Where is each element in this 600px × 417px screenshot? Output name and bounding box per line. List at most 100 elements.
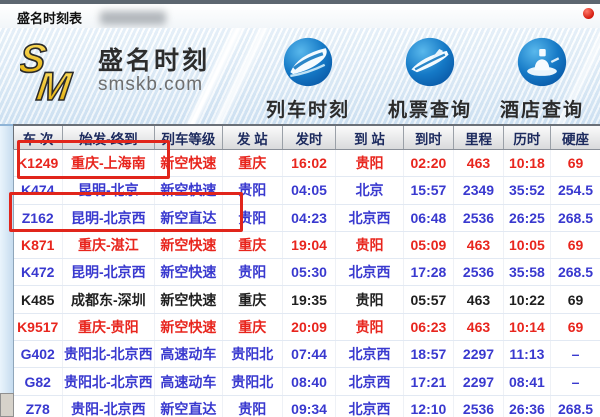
table-row-K472[interactable]: K472 昆明-北京西 新空快速 贵阳 05:30 北京西 17:28 2536 35:58 26… [13,258,600,287]
table-header-row: 车 次始发-终到 列车等级发 站发时到 站到时 里程 历时 硬座 [13,124,600,150]
table-cell: 重庆-湛江 [61,231,155,260]
table-cell: 04:05 [281,176,336,205]
nav-train-times[interactable]: 列车时刻 [252,36,364,122]
table-cell: 新空快速 [153,313,223,342]
table-cell: 贵阳-北京西 [61,395,155,417]
nav-flight-search[interactable]: 机票查询 [374,36,486,122]
table-cell: 10:14 [502,313,551,342]
scrollbar-corner[interactable] [0,393,14,417]
table-cell: 17:28 [402,258,454,287]
table-cell: 06:48 [402,204,454,232]
table-cell: 新空快速 [153,231,223,260]
train-icon [283,37,333,87]
close-icon[interactable] [583,8,594,19]
brand-domain: smskb.com [98,74,204,95]
table-cell: K1249 [13,149,63,178]
table-cell: 重庆-上海南 [61,149,155,178]
table-cell: 254.5 [550,176,600,205]
table-row-G402[interactable]: G402 贵阳北-北京西 高速动车 贵阳北 07:44 北京西 18:57 2297 11:13… [13,340,600,369]
window-top-edge [0,0,600,4]
table-cell: 北京 [335,176,404,205]
table-cell: 26:25 [502,204,551,232]
table-cell: 昆明-北京 [61,176,155,205]
table-cell: 268.5 [550,395,600,417]
table-cell: 69 [550,313,600,342]
table-cell: 268.5 [550,258,600,287]
table-row-Z78[interactable]: Z78 贵阳-北京西 新空直达 贵阳 09:34 北京西 12:10 2536 26:36 268… [13,395,600,417]
table-row-K485[interactable]: K485 成都东-深圳 新空快速 重庆 19:35 贵阳 05:57 463 10:22 69 [13,285,600,314]
column-header-8[interactable]: 历时 [502,124,551,150]
table-cell: 35:58 [502,258,551,287]
table-cell: 16:02 [281,149,336,178]
table-cell: 06:23 [402,313,454,342]
table-row-K474[interactable]: K474 昆明-北京 新空快速 贵阳 04:05 北京 15:57 2349 35:52 254.… [13,176,600,205]
title-bar: 盛名时刻表 [0,4,600,28]
redacted-title-text [100,11,166,25]
column-header-1[interactable]: 始发-终到 [61,124,155,150]
table-cell: 北京西 [335,258,404,287]
table-cell: – [550,367,600,396]
table-row-G82[interactable]: G82 贵阳北-北京西 高速动车 贵阳北 08:40 北京西 17:21 2297 08:41– [13,367,600,396]
table-cell: 2349 [453,176,504,205]
table-cell: 07:44 [281,340,336,369]
table-cell: G402 [13,340,63,369]
table-cell: 2536 [453,395,504,417]
table-cell: 昆明-北京西 [61,204,155,232]
table-cell: 02:20 [402,149,454,178]
table-cell: 贵阳 [221,176,283,205]
nav-hotel-search[interactable]: 酒店查询 [486,36,598,122]
table-cell: 昆明-北京西 [61,258,155,287]
table-cell: 新空直达 [153,395,223,417]
table-cell: K485 [13,285,63,314]
table-cell: 贵阳 [221,204,283,232]
column-header-2[interactable]: 列车等级 [153,124,223,150]
table-cell: 2297 [453,340,504,369]
table-cell: 重庆 [221,149,283,178]
table-cell: 69 [550,285,600,314]
table-cell: 重庆 [221,285,283,314]
table-cell: 463 [453,149,504,178]
table-cell: 新空快速 [153,176,223,205]
table-cell: 贵阳北-北京西 [61,367,155,396]
table-cell: K474 [13,176,63,205]
plane-icon [405,37,455,87]
column-header-3[interactable]: 发 站 [221,124,283,150]
column-header-4[interactable]: 发时 [281,124,336,150]
table-cell: 新空快速 [153,285,223,314]
table-cell: 新空直达 [153,204,223,232]
table-cell: 北京西 [335,340,404,369]
table-cell: 10:18 [502,149,551,178]
table-row-K871[interactable]: K871 重庆-湛江 新空快速 重庆 19:04 贵阳 05:09 463 10:05 69 [13,231,600,260]
table-cell: 26:36 [502,395,551,417]
table-cell: 2297 [453,367,504,396]
column-header-0[interactable]: 车 次 [13,124,63,150]
table-cell: K9517 [13,313,63,342]
column-header-5[interactable]: 到 站 [335,124,404,150]
table-cell: 05:09 [402,231,454,260]
table-row-K9517[interactable]: K9517 重庆-贵阳 新空快速 重庆 20:09 贵阳 06:23 463 10:14 69 [13,313,600,342]
table-cell: 05:30 [281,258,336,287]
column-header-7[interactable]: 里程 [453,124,504,150]
table-cell: 贵阳 [221,395,283,417]
table-cell: 贵阳北 [221,367,283,396]
sm-logo-icon: S M [20,38,76,108]
table-cell: 北京西 [335,367,404,396]
table-cell: 463 [453,231,504,260]
timetable-area: 车 次始发-终到 列车等级发 站发时到 站到时 里程 历时 硬座 K1249 重庆-上海南… [13,124,600,417]
table-cell: 19:35 [281,285,336,314]
table-row-Z162[interactable]: Z162 昆明-北京西 新空直达 贵阳 04:23 北京西 06:48 2536 26:25 26… [13,204,600,232]
table-cell: 19:04 [281,231,336,260]
column-header-9[interactable]: 硬座 [550,124,600,150]
table-row-K1249[interactable]: K1249 重庆-上海南 新空快速 重庆 16:02 贵阳 02:20 463 10:18 69 [13,149,600,178]
table-cell: 成都东-深圳 [61,285,155,314]
table-cell: 北京西 [335,395,404,417]
table-cell: 09:34 [281,395,336,417]
table-cell: 05:57 [402,285,454,314]
table-cell: 10:22 [502,285,551,314]
table-cell: 新空快速 [153,258,223,287]
table-cell: 20:09 [281,313,336,342]
brand-logo[interactable]: S M 盛名时刻 smskb.com [20,38,210,108]
column-header-6[interactable]: 到时 [402,124,454,150]
table-cell: 69 [550,231,600,260]
table-cell: 重庆 [221,313,283,342]
